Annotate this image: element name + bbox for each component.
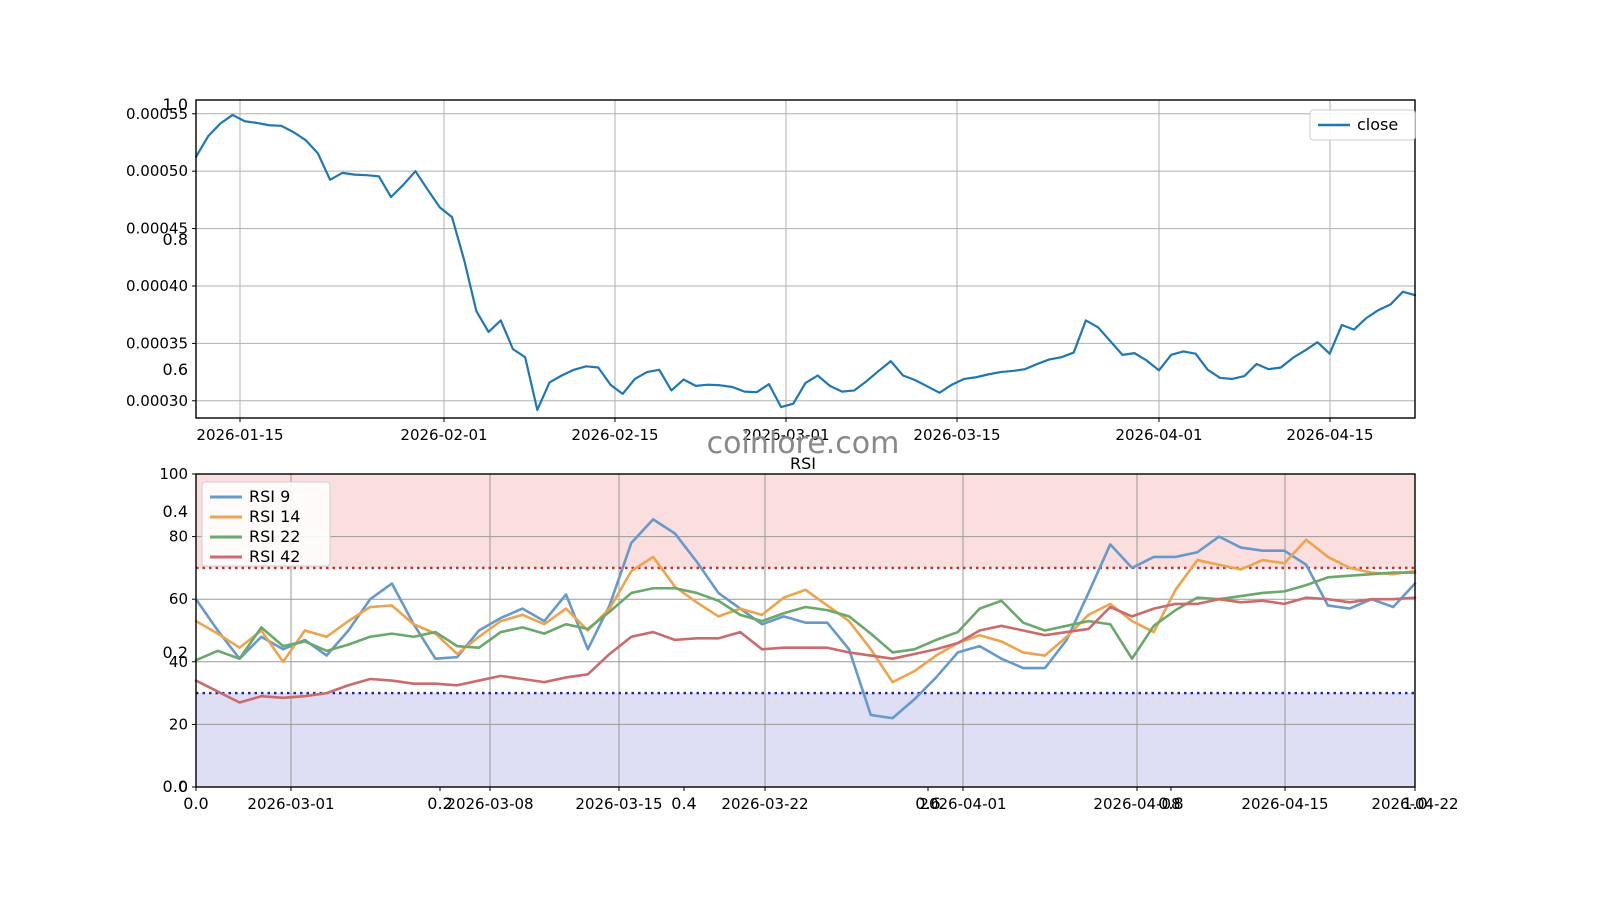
- price-x-tick-label: 2026-02-15: [571, 426, 658, 444]
- rsi-x-tick-label: 2026-03-08: [446, 795, 533, 813]
- rsi-x-tick-label-overlay: 0.2: [427, 794, 452, 813]
- rsi-y-tick-label: 60: [169, 590, 188, 608]
- rsi-legend-label-rsi-9: RSI 9: [249, 487, 290, 506]
- price-y-tick-label: 0.00030: [126, 392, 188, 410]
- rsi-x-tick-label-overlay: 0.0: [183, 794, 208, 813]
- price-y-tick-label: 0.00055: [126, 105, 188, 123]
- rsi-x-tick-label-overlay: 1.0: [1402, 794, 1427, 813]
- rsi-x-tick-label: 2026-03-22: [721, 795, 808, 813]
- rsi-x-tick-label: 2026-03-01: [247, 795, 334, 813]
- price-legend: close: [1309, 109, 1416, 141]
- rsi-y-tick-label: 20: [169, 715, 188, 733]
- rsi-series-rsi-9: [194, 518, 1417, 720]
- price-y-tick-label-overlay: 0.8: [163, 230, 188, 249]
- rsi-series-rsi-22: [194, 571, 1417, 662]
- price-panel: 0.00030 0.00035 0.00040 0.00045 0.00050 0.000…: [126, 95, 1417, 444]
- rsi-panel: 0 20 40 60 80 100 0.0 0.2 0.4 2026-03-01 2026-03-0…: [159, 454, 1458, 813]
- price-series-close: [194, 113, 1417, 412]
- price-x-tick-label: 2026-04-01: [1115, 426, 1202, 444]
- rsi-x-tick-label: 2026-03-15: [575, 795, 662, 813]
- price-y-tick-label: 0.00040: [126, 277, 188, 295]
- rsi-series-rsi-42: [194, 596, 1417, 704]
- rsi-x-tick-label: 2026-04-08: [1093, 795, 1180, 813]
- rsi-title: RSI: [790, 454, 816, 473]
- price-legend-label-close: close: [1357, 115, 1398, 134]
- rsi-x-tick-label: 2026-04-15: [1241, 795, 1328, 813]
- price-y-tick-label-overlay: 1.0: [163, 95, 188, 114]
- rsi-legend-box: [201, 481, 331, 567]
- rsi-x-tick-label-overlay: 0.6: [915, 794, 940, 813]
- rsi-series-rsi-14: [194, 538, 1417, 684]
- price-y-tick-label: 0.00050: [126, 162, 188, 180]
- price-legend-box: [1309, 109, 1416, 141]
- price-plot-background: [196, 100, 1415, 418]
- rsi-y-tick-label-overlay: 0.0: [163, 777, 188, 796]
- rsi-y-tick-label-overlay: 0.2: [163, 643, 188, 662]
- rsi-y-tick-label: 40: [169, 653, 188, 671]
- rsi-x-tick-label-overlay: 0.4: [671, 794, 696, 813]
- price-x-tick-label: 2026-03-01: [742, 426, 829, 444]
- price-plot-border: [195, 99, 1416, 419]
- rsi-x-tick-label: 2026-04-01: [919, 795, 1006, 813]
- rsi-legend-label-rsi-14: RSI 14: [249, 507, 300, 526]
- rsi-y-tick-label: 100: [159, 465, 188, 483]
- rsi-band-oversold: [196, 693, 1415, 787]
- rsi-x-tick-label: 2026-04-22: [1371, 795, 1458, 813]
- price-x-tick-label: 2026-02-01: [400, 426, 487, 444]
- rsi-legend-label-rsi-42: RSI 42: [249, 547, 300, 566]
- price-y-tick-label: 0.00035: [126, 334, 188, 352]
- price-y-tick-label: 0.00045: [126, 220, 188, 238]
- rsi-y-tick-label-overlay: 0.4: [163, 502, 188, 521]
- price-x-tick-label: 2026-03-15: [913, 426, 1000, 444]
- price-x-tick-label: 2026-01-15: [196, 426, 283, 444]
- watermark: coinlore.com: [707, 426, 900, 461]
- rsi-y-tick-label: 0: [178, 778, 188, 796]
- price-x-tick-label: 2026-04-15: [1286, 426, 1373, 444]
- rsi-legend-label-rsi-22: RSI 22: [249, 527, 300, 546]
- price-y-tick-label-overlay: 0.6: [163, 360, 188, 379]
- rsi-x-tick-label-overlay: 0.8: [1158, 794, 1183, 813]
- rsi-band-overbought: [196, 474, 1415, 568]
- rsi-plot-border: [195, 473, 1416, 788]
- rsi-y-tick-label: 80: [169, 528, 188, 546]
